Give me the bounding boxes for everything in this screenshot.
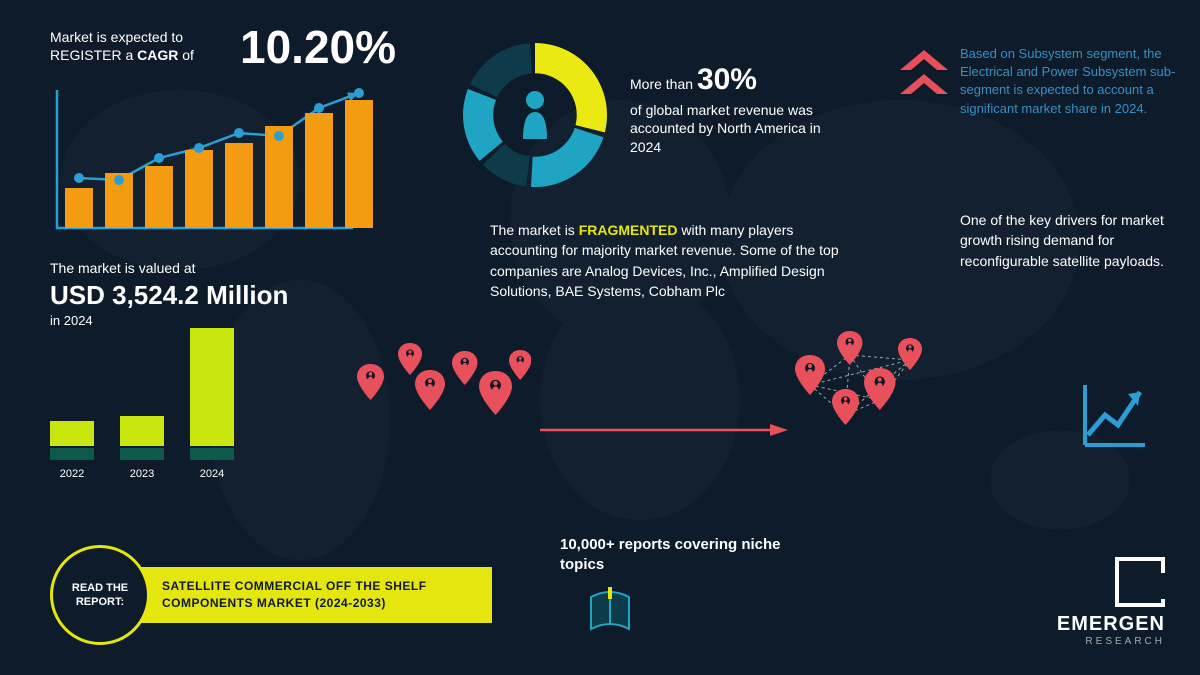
arrow-long-icon — [540, 420, 790, 440]
chart2-label: 2024 — [200, 468, 224, 480]
chart1-bar — [185, 150, 213, 228]
chart1-bars — [65, 98, 373, 228]
chart2-column: 2023 — [120, 320, 164, 480]
chart1-point — [74, 173, 84, 183]
chart1-point — [154, 153, 164, 163]
map-pin-icon — [898, 338, 922, 370]
reports-count: 10,000+ reports covering niche topics — [560, 535, 810, 574]
cta-circle[interactable]: READ THE REPORT: — [50, 545, 150, 645]
donut-rest: of global market revenue was accounted b… — [630, 102, 821, 156]
cagr-block: Market is expected to REGISTER a CAGR of… — [50, 28, 390, 64]
book-icon — [585, 585, 635, 635]
driver-text: One of the key drivers for market growth… — [960, 210, 1180, 271]
chart1-point — [234, 128, 244, 138]
chart2-label: 2023 — [130, 468, 154, 480]
map-pin-icon — [415, 370, 445, 410]
cagr-prefix: REGISTER a — [50, 47, 137, 63]
cta-banner[interactable]: SATELLITE COMMERCIAL OFF THE SHELF COMPO… — [102, 567, 492, 623]
frag-a: The market is — [490, 222, 579, 238]
chart2-column: 2024 — [190, 320, 234, 480]
map-pin-icon — [452, 351, 478, 385]
chart1-point — [274, 131, 284, 141]
map-pin-icon — [357, 364, 384, 400]
cagr-percent: 10.20% — [240, 20, 396, 74]
read-report-cta[interactable]: READ THE REPORT: SATELLITE COMMERCIAL OF… — [50, 545, 492, 645]
map-pin-icon — [864, 368, 896, 410]
donut-big: 30% — [697, 63, 757, 96]
cagr-bold: CAGR — [137, 47, 178, 63]
growth-arrow-icon — [1080, 380, 1150, 450]
chart1-bar — [145, 166, 173, 228]
chart1-bar — [105, 173, 133, 228]
map-pin-icon — [837, 331, 863, 365]
chart1-point — [194, 143, 204, 153]
valuation-lead: The market is valued at — [50, 260, 380, 276]
map-pin-icon — [795, 355, 825, 395]
logo-name: EMERGEN — [1057, 613, 1165, 636]
donut-text: More than 30% of global market revenue w… — [630, 60, 850, 157]
chart1-point — [314, 103, 324, 113]
subsystem-text: Based on Subsystem segment, the Electric… — [960, 45, 1180, 118]
donut-segment — [463, 89, 503, 161]
donut-prefix: More than — [630, 76, 697, 92]
chart1-point — [354, 88, 364, 98]
cagr-suffix: of — [178, 47, 194, 63]
chart1-bar — [305, 113, 333, 228]
fragmented-text: The market is FRAGMENTED with many playe… — [490, 220, 850, 301]
chart2-label: 2022 — [60, 468, 84, 480]
chart1-point — [114, 175, 124, 185]
emergen-logo: EMERGEN RESEARCH — [1057, 557, 1165, 647]
chart2-column: 2022 — [50, 320, 94, 480]
logo-square-icon — [1115, 557, 1165, 607]
map-pin-icon — [832, 389, 859, 425]
chevron-up-icon — [900, 50, 948, 108]
chart1-bar — [225, 143, 253, 228]
donut-chart — [460, 40, 610, 195]
valuation-amount: USD 3,524.2 Million — [50, 280, 380, 311]
person-icon — [523, 91, 547, 139]
donut-segment — [535, 43, 607, 132]
valuation-block: The market is valued at USD 3,524.2 Mill… — [50, 260, 380, 328]
chart1-bar — [345, 100, 373, 228]
frag-highlight: FRAGMENTED — [579, 222, 678, 238]
cta-circle-label: READ THE REPORT: — [53, 581, 147, 610]
chart1-bar — [265, 126, 293, 228]
map-pin-icon — [509, 350, 532, 380]
donut-svg — [460, 40, 610, 190]
cagr-chart — [55, 80, 355, 230]
chart1-bar — [65, 188, 93, 228]
valuation-chart: 2022 2023 2024 — [50, 330, 310, 480]
logo-sub: RESEARCH — [1085, 636, 1165, 647]
cta-banner-label: SATELLITE COMMERCIAL OFF THE SHELF COMPO… — [162, 578, 470, 612]
donut-segment — [470, 43, 532, 97]
map-pin-icon — [479, 371, 512, 415]
